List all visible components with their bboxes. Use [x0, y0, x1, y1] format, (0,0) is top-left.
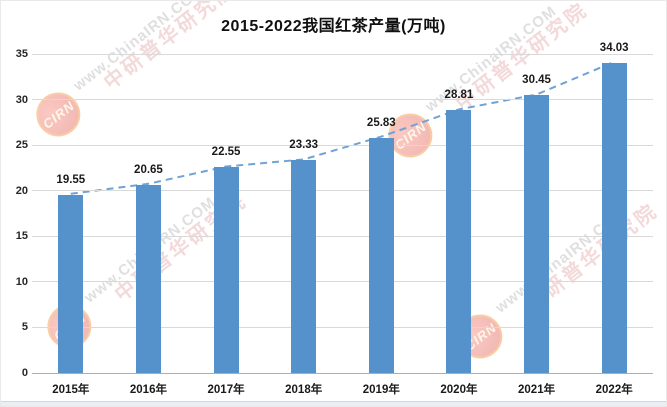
bar-value-label: 28.81 — [444, 89, 474, 102]
y-tick-label: 15 — [15, 230, 28, 243]
x-tick-label: 2017年 — [207, 384, 245, 396]
x-tick-label: 2018年 — [285, 384, 323, 396]
x-tick-label: 2020年 — [440, 384, 478, 396]
cirn-badge-icon: CIRN — [27, 83, 90, 146]
bar-value-label: 23.33 — [289, 139, 319, 152]
bar-value-label: 19.55 — [56, 173, 86, 186]
y-tick-label: 0 — [21, 367, 28, 379]
gridline — [32, 144, 653, 146]
bar — [368, 137, 394, 373]
x-tick-label: 2019年 — [362, 384, 400, 396]
y-tick-label: 5 — [21, 321, 28, 334]
bar-value-label: 25.83 — [366, 116, 396, 129]
gridline — [32, 235, 653, 237]
x-tick-label: 2015年 — [52, 384, 90, 396]
y-tick-label: 10 — [15, 275, 28, 288]
gridline — [32, 53, 653, 55]
x-tick-label: 2022年 — [595, 384, 633, 396]
y-tick-label: 35 — [15, 48, 28, 60]
gridline — [32, 281, 653, 283]
bar-value-label: 20.65 — [134, 163, 163, 176]
bottom-border-band — [1, 401, 666, 406]
x-tick-label: 2021年 — [518, 384, 556, 396]
bar — [601, 62, 627, 373]
bar — [524, 95, 550, 373]
gridline — [32, 99, 653, 101]
bar — [58, 194, 84, 373]
bar-value-label: 34.03 — [599, 41, 629, 54]
bar — [291, 160, 317, 373]
x-tick-label: 2016年 — [129, 384, 167, 396]
bar-value-label: 30.45 — [522, 74, 551, 87]
y-tick-label: 20 — [15, 184, 28, 197]
y-tick-label: 25 — [15, 139, 28, 152]
chart-title: 2015-2022我国红茶产量(万吨) — [221, 18, 446, 35]
bar-value-label: 22.55 — [211, 146, 241, 159]
bar — [213, 167, 239, 373]
bar — [446, 110, 472, 373]
bar — [135, 184, 161, 373]
y-tick-label: 30 — [15, 93, 28, 106]
gridline — [32, 326, 653, 328]
gridline — [32, 190, 653, 192]
x-axis-line — [32, 372, 653, 374]
watermark: CIRN www.ChinaIRN.COM 中研普华研究院 — [449, 186, 664, 368]
